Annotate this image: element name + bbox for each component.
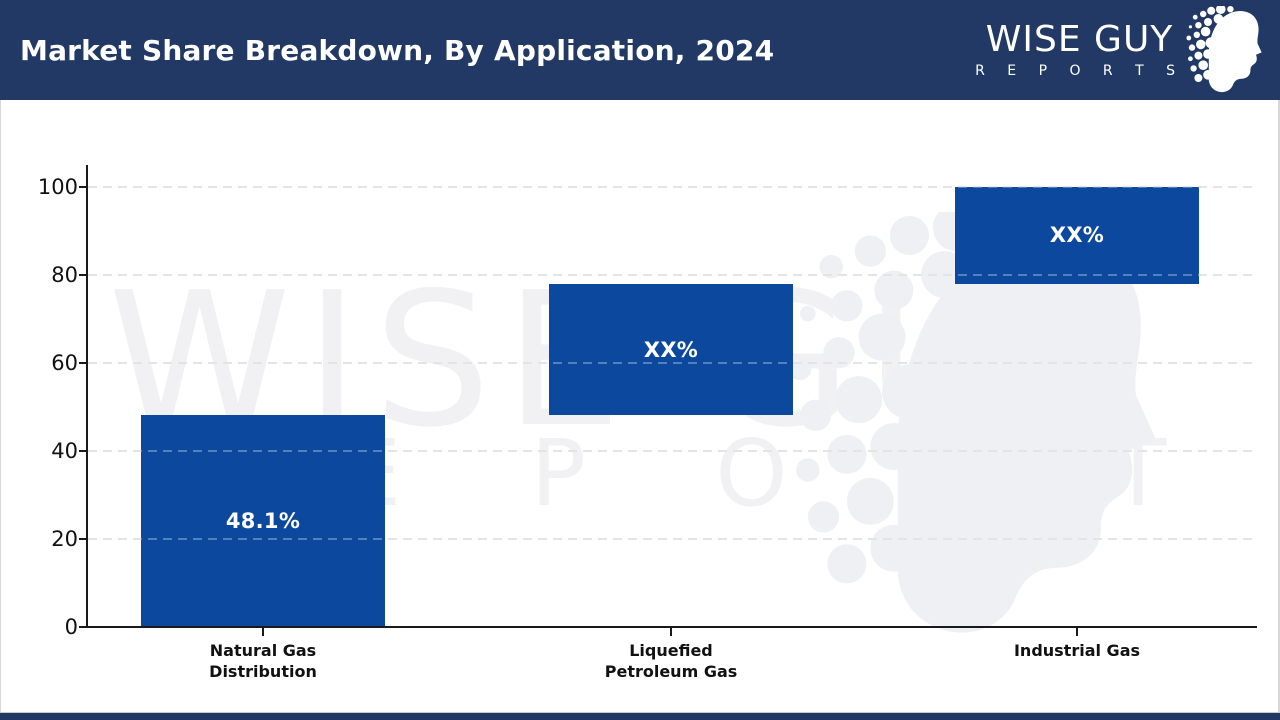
x-category-label-line: Distribution <box>209 662 317 681</box>
x-category-label-2: Liquefied Petroleum Gas <box>521 640 821 682</box>
y-tick-label-text: 80 <box>51 263 78 287</box>
y-tick-mark-100 <box>79 186 87 188</box>
x-category-label-line: Natural Gas <box>209 641 317 660</box>
gridline-over-100 <box>88 186 1257 188</box>
page-title: Market Share Breakdown, By Application, … <box>20 33 775 67</box>
watermark-head-icon <box>788 212 1156 633</box>
y-tick-mark-40 <box>79 450 87 452</box>
x-axis-spine <box>85 626 1257 628</box>
bar-segment-1: 48.1% <box>141 415 385 627</box>
x-category-label-3: Industrial Gas <box>927 640 1227 661</box>
x-category-label-line: Industrial Gas <box>1013 641 1141 660</box>
x-category-label-1: Natural Gas Distribution <box>113 640 413 682</box>
x-tick-mark-2 <box>670 628 672 636</box>
reports-logo-text: R E P O R T S <box>975 63 1184 79</box>
gridline-over-60 <box>88 362 1257 364</box>
gridline-over-40 <box>88 450 1257 452</box>
bar-segment-2: XX% <box>549 283 793 416</box>
gridline-20 <box>88 538 1257 540</box>
brand-logo: WISE GUY R E P O R T S <box>975 6 1266 94</box>
dotted-head-icon <box>1186 6 1262 93</box>
gridline-over-20 <box>88 538 1257 540</box>
y-tick-mark-80 <box>79 274 87 276</box>
x-tick-mark-3 <box>1076 628 1078 636</box>
gridline-80 <box>88 274 1257 276</box>
x-category-label-line: Liquefied <box>629 641 713 660</box>
bar-segment-3: XX% <box>955 187 1199 284</box>
footer-bar <box>0 712 1280 720</box>
y-tick-mark-60 <box>79 362 87 364</box>
x-category-label-line: Petroleum Gas <box>604 662 738 681</box>
y-tick-label-text: 60 <box>51 351 78 375</box>
y-tick-label-text: 40 <box>51 439 78 463</box>
header-banner: Market Share Breakdown, By Application, … <box>0 0 1280 100</box>
x-tick-mark-1 <box>262 628 264 636</box>
y-tick-label-text: 0 <box>64 615 78 639</box>
y-tick-label-text: 20 <box>51 527 78 551</box>
gridline-100 <box>88 186 1257 188</box>
left-edge-border <box>0 100 1 720</box>
brand-logo-text: WISE GUY R E P O R T S <box>975 19 1184 79</box>
right-edge-border <box>1278 100 1280 720</box>
y-tick-mark-20 <box>79 538 87 540</box>
bar-value-label: XX% <box>1049 223 1105 248</box>
y-tick-label-text: 100 <box>37 175 78 199</box>
gridline-40 <box>88 450 1257 452</box>
bar-value-label: XX% <box>643 337 699 362</box>
wiseguy-logo-text: WISE GUY <box>985 19 1174 60</box>
y-axis-spine <box>86 165 88 628</box>
gridline-over-80 <box>88 274 1257 276</box>
y-tick-mark-0 <box>79 626 87 628</box>
bar-value-label: 48.1% <box>225 509 301 534</box>
